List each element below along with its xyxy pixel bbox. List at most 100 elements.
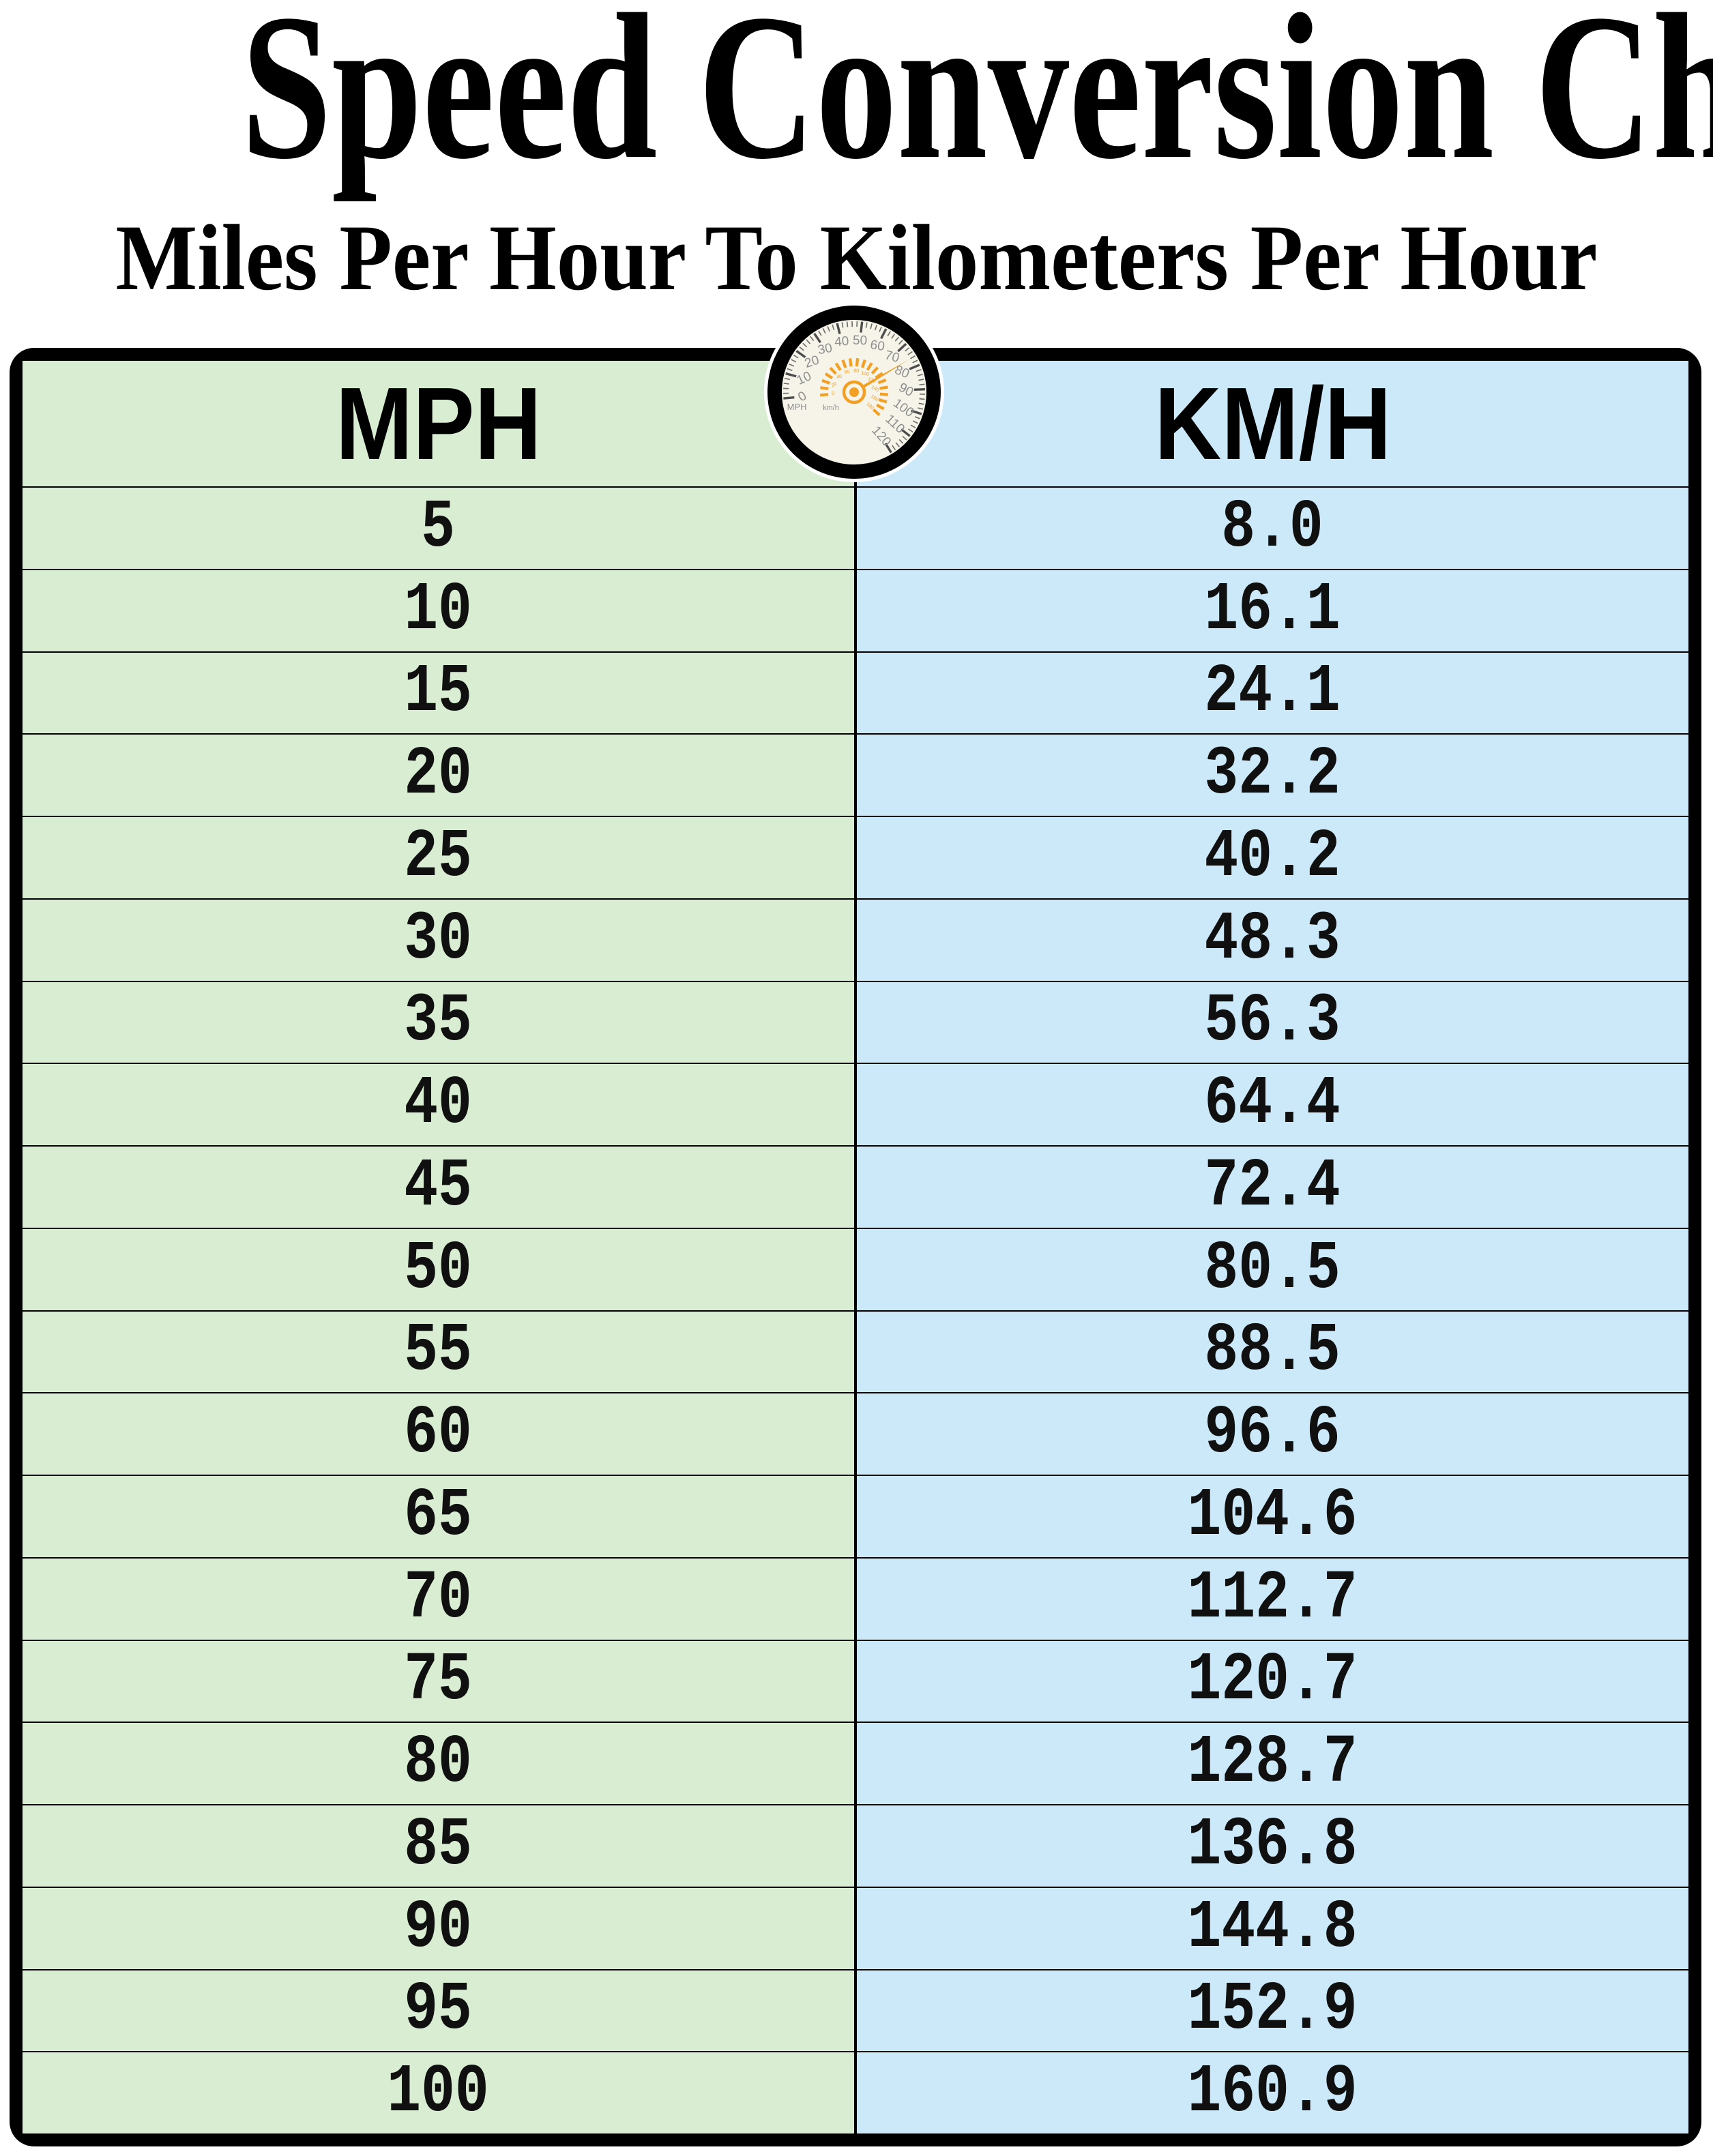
kmh-value: 144.8 (1187, 1889, 1358, 1967)
mph-value: 70 (404, 1560, 473, 1638)
mph-value: 30 (404, 901, 473, 979)
mph-cell: 55 (23, 1311, 854, 1393)
mph-value: 100 (387, 2054, 490, 2132)
kmh-value: 80.5 (1204, 1230, 1341, 1308)
kmh-cell: 128.7 (857, 1723, 1688, 1804)
mph-value: 10 (404, 572, 473, 649)
mph-cell: 90 (23, 1887, 854, 1969)
mph-value: 5 (421, 489, 456, 567)
kmh-value: 48.3 (1204, 901, 1341, 979)
kmh-cell: 64.4 (857, 1064, 1688, 1145)
kmh-value: 112.7 (1187, 1560, 1358, 1638)
mph-value: 15 (404, 654, 473, 732)
mph-value: 55 (404, 1313, 473, 1391)
mph-cell: 95 (23, 1970, 854, 2052)
kmh-value: 64.4 (1204, 1066, 1341, 1144)
kmh-value: 136.8 (1187, 1807, 1358, 1885)
kmh-value: 72.4 (1204, 1148, 1341, 1226)
kmh-value: 152.9 (1187, 1972, 1358, 2050)
table-row: 30 48.3 (23, 899, 1688, 981)
kmh-value: 40.2 (1204, 818, 1341, 896)
mph-cell: 15 (23, 652, 854, 734)
speedometer-icon: 0 10 20 30 40 50 60 70 80 90 100 110 120 MPH km/h 20 40 6… (763, 301, 945, 483)
kmh-value: 16.1 (1204, 572, 1341, 649)
kmh-cell: 48.3 (857, 899, 1688, 981)
table-row: 35 56.3 (23, 981, 1688, 1063)
kmh-value: 24.1 (1204, 654, 1341, 732)
page-subtitle-text: Miles Per Hour To Kilometers Per Hour (115, 205, 1598, 310)
mph-cell: 100 (23, 2052, 854, 2133)
mph-cell: 35 (23, 981, 854, 1063)
table-row: 80 128.7 (23, 1723, 1688, 1804)
kmh-cell: 136.8 (857, 1805, 1688, 1887)
kmh-value: 8.0 (1221, 489, 1324, 567)
kmh-value: 96.6 (1204, 1396, 1341, 1473)
kmh-cell: 96.6 (857, 1393, 1688, 1475)
svg-text:30: 30 (817, 341, 834, 358)
kmh-value: 88.5 (1204, 1313, 1341, 1391)
svg-text:80: 80 (853, 369, 859, 374)
column-header-mph: MPH (23, 361, 854, 486)
table-row: 40 64.4 (23, 1064, 1688, 1145)
kmh-cell: 112.7 (857, 1558, 1688, 1640)
table-row: 25 40.2 (23, 817, 1688, 898)
mph-value: 80 (404, 1725, 473, 1803)
table-header-row: MPH KM/H (23, 361, 1688, 486)
column-header-kmh: KM/H (857, 361, 1688, 486)
kmh-cell: 80.5 (857, 1228, 1688, 1310)
kmh-cell: 152.9 (857, 1970, 1688, 2052)
mph-cell: 5 (23, 488, 854, 569)
page-title: Speed Conversion Chart (0, 0, 1713, 203)
kmh-cell: 8.0 (857, 488, 1688, 569)
table-row: 10 16.1 (23, 570, 1688, 651)
mph-cell: 10 (23, 570, 854, 651)
mph-value: 45 (404, 1148, 473, 1226)
mph-cell: 85 (23, 1805, 854, 1887)
kmh-cell: 40.2 (857, 817, 1688, 898)
conversion-table-body: MPH KM/H 5 8.0 10 16.1 15 24.1 2 (23, 361, 1688, 2133)
mph-cell: 65 (23, 1476, 854, 1557)
table-row: 20 32.2 (23, 735, 1688, 816)
kmh-value: 120.7 (1187, 1642, 1358, 1720)
mph-cell: 30 (23, 899, 854, 981)
mph-value: 75 (404, 1642, 473, 1720)
mph-cell: 70 (23, 1558, 854, 1640)
mph-cell: 45 (23, 1147, 854, 1228)
mph-cell: 75 (23, 1640, 854, 1722)
table-row: 5 8.0 (23, 488, 1688, 569)
mph-value: 35 (404, 984, 473, 1061)
svg-text:40: 40 (836, 374, 843, 381)
table-row: 65 104.6 (23, 1476, 1688, 1557)
mph-cell: 60 (23, 1393, 854, 1475)
table-row: 95 152.9 (23, 1970, 1688, 2052)
table-row: 100 160.9 (23, 2052, 1688, 2133)
kmh-cell: 160.9 (857, 2052, 1688, 2133)
mph-cell: 80 (23, 1723, 854, 1804)
column-header-mph-label: MPH (335, 366, 542, 481)
kmh-cell: 104.6 (857, 1476, 1688, 1557)
mph-value: 50 (404, 1230, 473, 1308)
mph-value: 20 (404, 737, 473, 814)
kmh-cell: 24.1 (857, 652, 1688, 734)
table-row: 45 72.4 (23, 1147, 1688, 1228)
mph-cell: 40 (23, 1064, 854, 1145)
mph-cell: 25 (23, 817, 854, 898)
table-row: 90 144.8 (23, 1887, 1688, 1969)
conversion-table: MPH KM/H 5 8.0 10 16.1 15 24.1 2 (10, 348, 1701, 2146)
mph-cell: 20 (23, 735, 854, 816)
mph-value: 60 (404, 1396, 473, 1473)
svg-text:40: 40 (834, 334, 849, 350)
mph-value: 25 (404, 818, 473, 896)
table-row: 75 120.7 (23, 1640, 1688, 1722)
kmh-cell: 88.5 (857, 1311, 1688, 1393)
svg-text:140: 140 (870, 385, 880, 394)
table-row: 85 136.8 (23, 1805, 1688, 1887)
table-row: 15 24.1 (23, 652, 1688, 734)
svg-text:MPH: MPH (787, 402, 807, 412)
svg-text:100: 100 (861, 371, 870, 377)
svg-text:50: 50 (853, 334, 868, 349)
mph-value: 40 (404, 1066, 473, 1144)
table-row: 60 96.6 (23, 1393, 1688, 1475)
table-row: 70 112.7 (23, 1558, 1688, 1640)
